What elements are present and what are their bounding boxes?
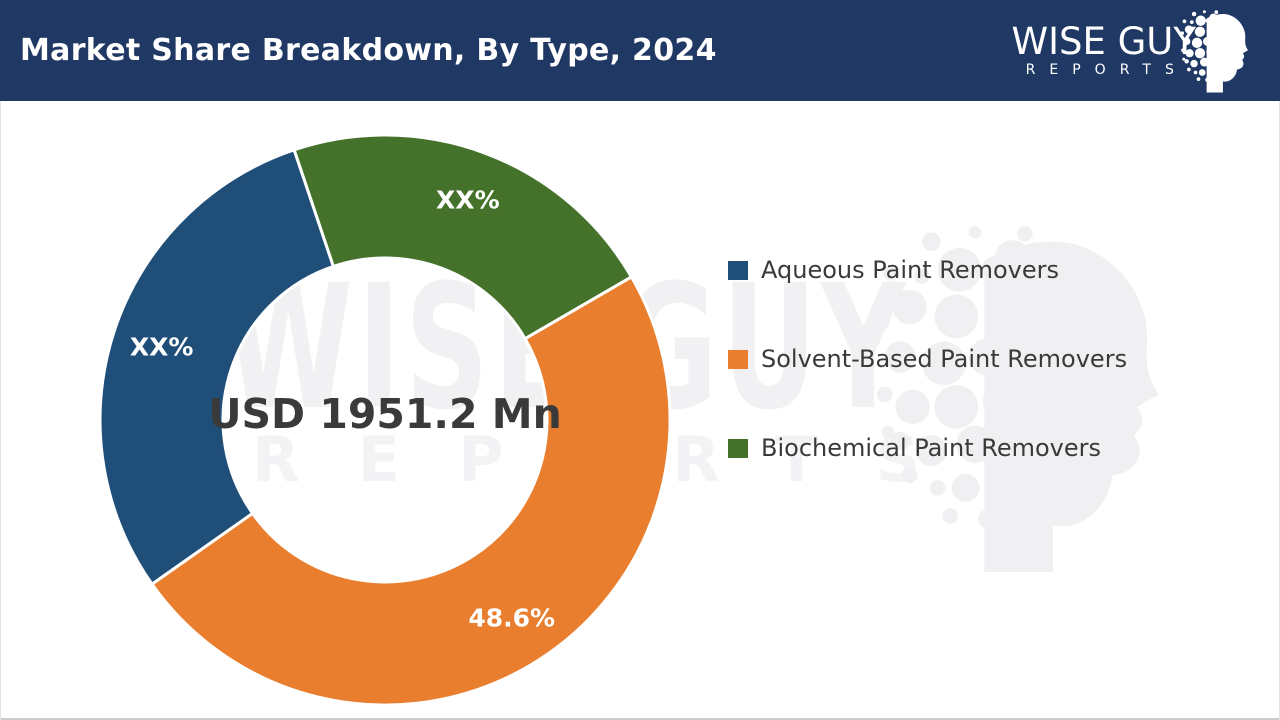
donut-segment-3: [98, 148, 335, 586]
main-area: WISE GUY REPORTS USD 1951.2 Mn XX%48.6%X…: [0, 101, 1280, 720]
legend-label: Biochemical Paint Removers: [761, 434, 1102, 462]
legend-label: Solvent-Based Paint Removers: [761, 345, 1128, 373]
donut-segment-2: [150, 275, 672, 707]
legend-item-aqueous: Aqueous Paint Removers: [728, 256, 1127, 284]
donut-chart: USD 1951.2 Mn XX% 48.6% XX%: [98, 133, 672, 707]
legend-marker-aqueous: [728, 260, 748, 280]
segment-label: 48.6%: [468, 603, 555, 632]
legend-marker-biochemical: [728, 438, 748, 458]
legend-label: Aqueous Paint Removers: [761, 256, 1060, 284]
chart-center-value: USD 1951.2 Mn: [208, 390, 562, 438]
brand-logo: WISE GUY REPORTS: [1012, 9, 1254, 93]
legend-item-solvent: Solvent-Based Paint Removers: [728, 345, 1127, 373]
legend-item-biochemical: Biochemical Paint Removers: [728, 434, 1127, 462]
brand-text: WISE GUY REPORTS: [1011, 19, 1196, 79]
wiseguy-head-icon: [1180, 9, 1254, 93]
header: Market Share Breakdown, By Type, 2024 WI…: [0, 0, 1280, 101]
segment-label: XX%: [436, 186, 500, 215]
legend-marker-solvent: [728, 349, 748, 369]
segment-label: XX%: [130, 332, 194, 361]
brand-sub: REPORTS: [1025, 62, 1188, 79]
donut-segment-1: [292, 133, 634, 341]
legend: Aqueous Paint Removers Solvent-Based Pai…: [728, 256, 1127, 462]
page-title: Market Share Breakdown, By Type, 2024: [20, 33, 717, 68]
brand-name: WISE GUY: [1011, 19, 1196, 63]
